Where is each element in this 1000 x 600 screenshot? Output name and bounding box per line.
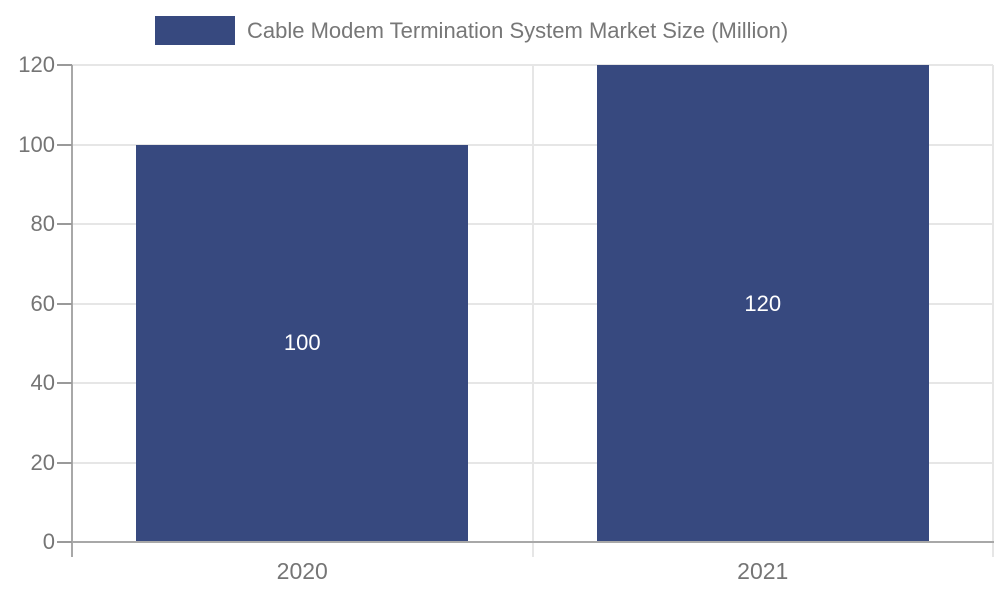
y-tick-mark (57, 64, 72, 66)
bar-value-label-2020: 100 (283, 330, 321, 356)
y-axis-line (71, 65, 73, 557)
y-tick-mark (57, 382, 72, 384)
y-tick-mark (57, 223, 72, 225)
legend-label: Cable Modem Termination System Market Si… (247, 17, 789, 43)
y-tick-mark (57, 143, 72, 146)
gridline-vertical (531, 65, 534, 557)
x-axis-label-2021: 2021 (737, 558, 789, 584)
legend[interactable]: Cable Modem Termination System Market Si… (155, 16, 788, 45)
legend-swatch-icon (155, 16, 235, 45)
x-axis-line (57, 541, 994, 543)
y-tick-mark (57, 461, 72, 464)
y-tick-label: 100 (18, 131, 55, 157)
y-tick-label: 60 (30, 290, 55, 316)
gridline-vertical (992, 65, 994, 557)
y-tick-label: 80 (30, 211, 55, 236)
y-tick-mark (57, 302, 72, 305)
y-tick-label: 120 (18, 52, 55, 77)
bar-2021[interactable] (596, 65, 929, 542)
bar-value-label-2021: 120 (744, 290, 782, 316)
y-tick-label: 40 (30, 370, 55, 395)
y-tick-label: 0 (42, 529, 55, 554)
y-tick-mark (57, 541, 72, 543)
bar-2020[interactable] (136, 144, 469, 542)
y-tick-label: 20 (30, 449, 55, 475)
x-axis-label-2020: 2020 (276, 558, 328, 584)
